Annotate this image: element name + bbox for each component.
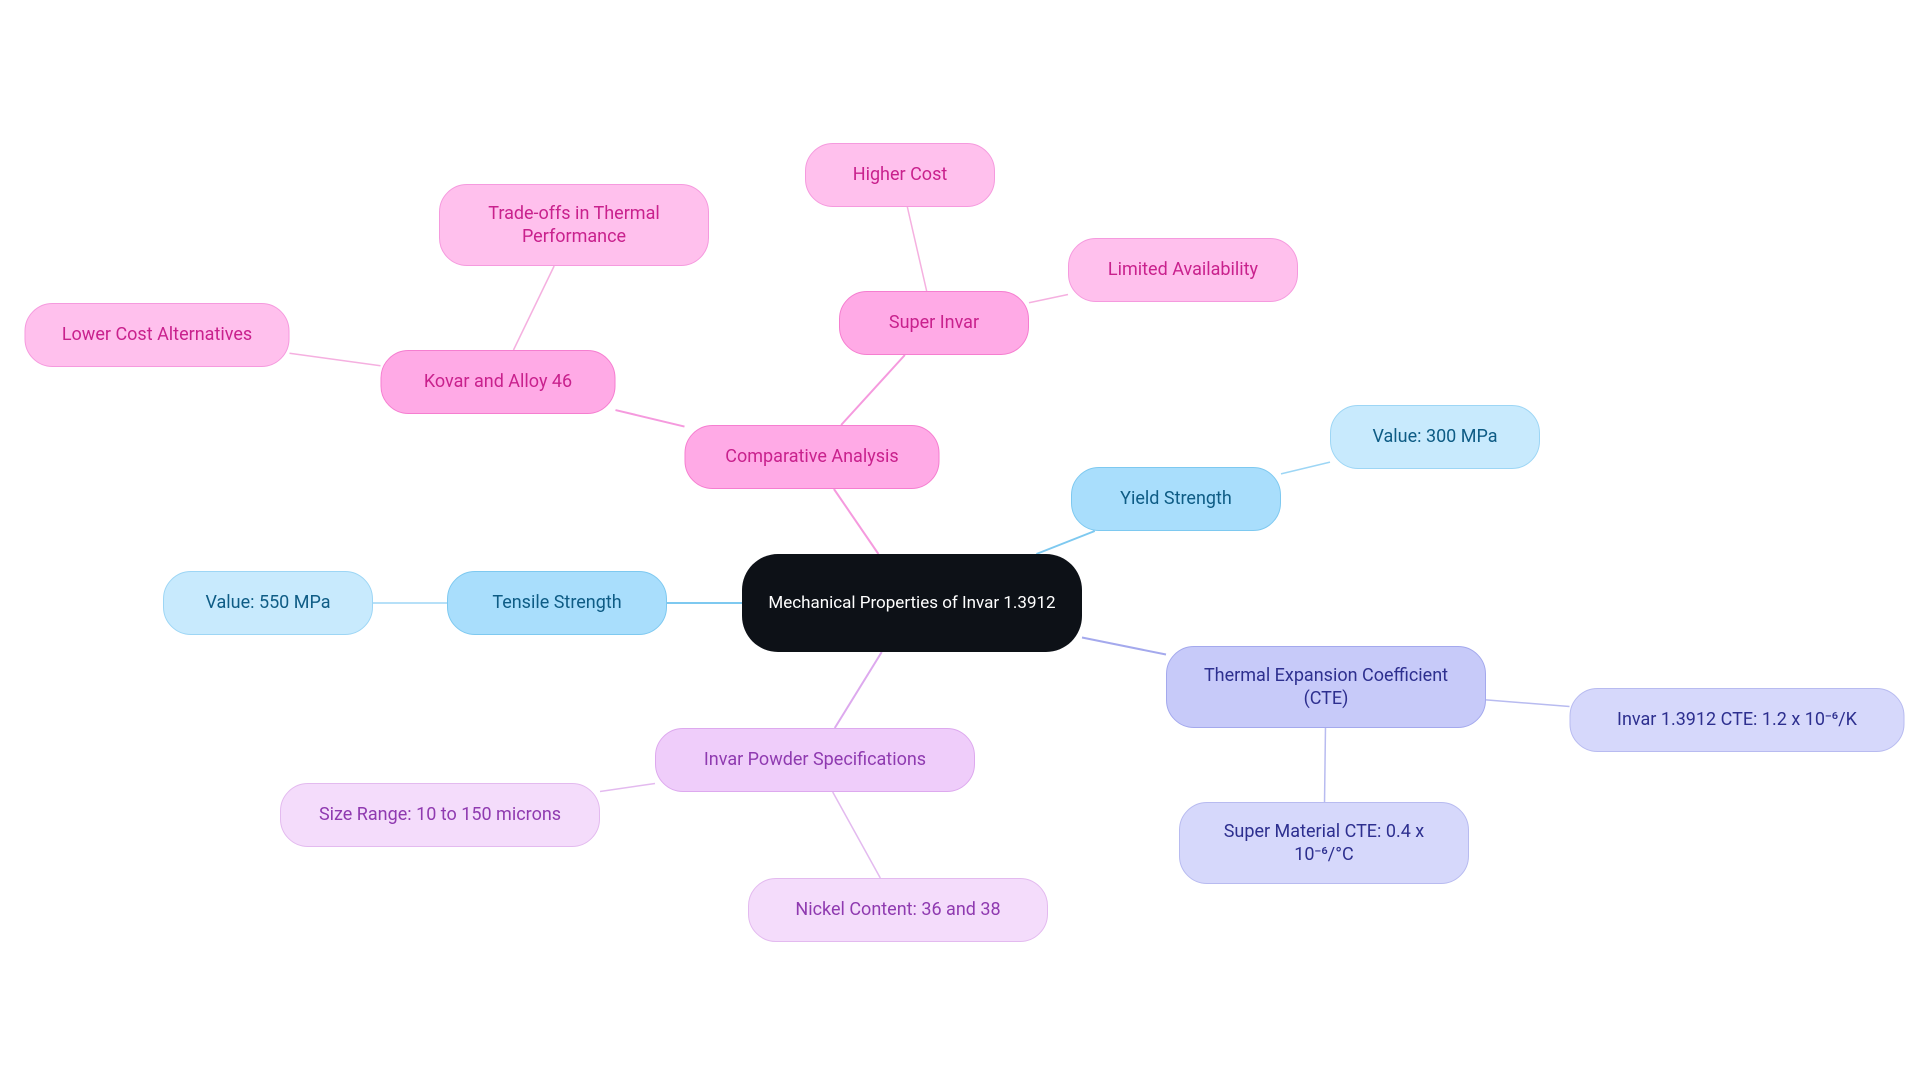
node-center: Mechanical Properties of Invar 1.3912	[742, 554, 1082, 652]
node-yield-val: Value: 300 MPa	[1330, 405, 1540, 469]
node-powder: Invar Powder Specifications	[655, 728, 975, 792]
node-kovar: Kovar and Alloy 46	[381, 350, 616, 414]
node-tensile-val: Value: 550 MPa	[163, 571, 373, 635]
node-limited-avail: Limited Availability	[1068, 238, 1298, 302]
node-comparative: Comparative Analysis	[685, 425, 940, 489]
node-super-invar: Super Invar	[839, 291, 1029, 355]
node-lower-cost: Lower Cost Alternatives	[25, 303, 290, 367]
node-tradeoffs: Trade-offs in Thermal Performance	[439, 184, 709, 266]
node-higher-cost: Higher Cost	[805, 143, 995, 207]
mindmap-canvas: Mechanical Properties of Invar 1.3912 Co…	[0, 0, 1920, 1083]
node-yield: Yield Strength	[1071, 467, 1281, 531]
node-cte: Thermal Expansion Coefficient (CTE)	[1166, 646, 1486, 728]
node-size-range: Size Range: 10 to 150 microns	[280, 783, 600, 847]
node-cte-invar: Invar 1.3912 CTE: 1.2 x 10⁻⁶/K	[1570, 688, 1905, 752]
node-nickel: Nickel Content: 36 and 38	[748, 878, 1048, 942]
node-cte-super: Super Material CTE: 0.4 x 10⁻⁶/°C	[1179, 802, 1469, 884]
node-tensile: Tensile Strength	[447, 571, 667, 635]
